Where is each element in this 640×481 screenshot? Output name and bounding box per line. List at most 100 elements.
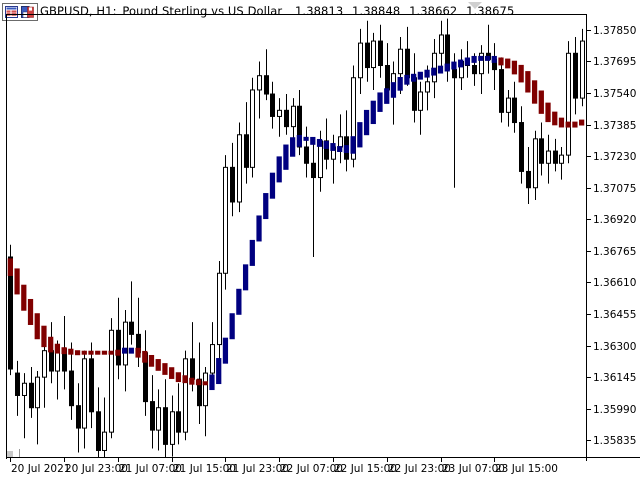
candlestick	[291, 98, 296, 143]
candle-body	[109, 329, 114, 433]
indicator-block	[350, 136, 356, 154]
time-tick-dash	[494, 458, 495, 462]
candle-body	[553, 150, 558, 164]
candle-body	[512, 97, 517, 124]
indicator-block	[7, 258, 13, 276]
price-axis-tick: 1.36300	[587, 341, 640, 353]
candle-body	[499, 69, 504, 113]
candle-body	[230, 166, 235, 203]
candle-body	[304, 146, 309, 164]
price-tick-label: 1.36610	[593, 277, 637, 290]
candlestick	[176, 383, 181, 445]
indicator-block	[511, 60, 518, 75]
time-tick-dash	[172, 458, 173, 462]
candlestick	[257, 61, 262, 119]
indicator-block	[491, 55, 497, 63]
candlestick	[116, 297, 121, 380]
indicator-block	[357, 122, 363, 148]
time-tick-label: 20 Jul 2021	[11, 463, 71, 475]
candlestick	[412, 53, 417, 123]
candlestick	[49, 322, 54, 384]
candlestick	[109, 318, 114, 439]
price-tick-label: 1.37075	[593, 182, 637, 195]
candlestick	[223, 155, 228, 290]
time-axis-end-tick	[586, 457, 587, 461]
candlestick	[566, 41, 571, 164]
candle-body	[358, 42, 363, 79]
candle-body	[237, 134, 242, 203]
candle-body	[89, 358, 94, 413]
candlestick	[526, 146, 531, 205]
candle-body	[49, 350, 54, 372]
candlestick	[89, 342, 94, 429]
candle-body	[385, 65, 390, 91]
price-axis-tick: 1.37075	[587, 183, 640, 195]
time-axis[interactable]: 20 Jul 2021 20 Jul 23:00 21 Jul 07:00 21 Ju…	[6, 457, 640, 481]
price-tick-dash	[587, 345, 591, 347]
candlestick	[492, 43, 497, 90]
candlestick	[573, 36, 578, 115]
candlestick	[371, 32, 376, 90]
indicator-block	[189, 377, 195, 385]
candlestick	[304, 126, 309, 178]
indicator-block	[538, 90, 544, 114]
candlestick	[270, 81, 275, 129]
indicator-block	[74, 350, 81, 356]
candlestick	[76, 383, 81, 453]
price-tick-label: 1.36300	[593, 340, 637, 353]
candle-body	[163, 407, 168, 445]
price-tick-label: 1.37850	[593, 24, 637, 37]
indicator-block	[283, 144, 289, 170]
candlestick	[250, 77, 255, 178]
indicator-block	[256, 215, 262, 242]
candle-body	[580, 40, 585, 99]
candlestick	[29, 366, 34, 418]
candlestick	[418, 81, 423, 135]
candlestick	[331, 134, 336, 184]
indicator-block	[424, 69, 430, 78]
candlestick	[42, 340, 47, 408]
indicator-block	[370, 100, 376, 125]
indicator-block	[128, 347, 134, 354]
price-axis-tick: 1.36765	[587, 246, 640, 258]
candle-body	[559, 154, 564, 164]
time-axis-cursor-mark	[19, 449, 20, 457]
candlestick	[15, 360, 20, 416]
price-tick-label: 1.36455	[593, 309, 637, 322]
data-window-icon[interactable]	[5, 6, 18, 18]
price-axis[interactable]: 1.37850 1.37695 1.37540 1.37385 1.37230 1.370…	[586, 14, 640, 458]
indicator-block	[27, 298, 34, 325]
indicator-block	[175, 372, 182, 383]
indicator-block	[337, 146, 343, 152]
indicator-block	[525, 71, 531, 93]
price-tick-label: 1.35990	[593, 403, 637, 416]
price-tick-dash	[587, 29, 591, 31]
candle-body	[270, 93, 275, 117]
indicator-block	[115, 349, 121, 356]
price-tick-dash	[587, 124, 591, 126]
indicator-block	[565, 121, 571, 128]
indicator-block	[101, 350, 108, 355]
candle-body	[546, 150, 551, 164]
indicator-block	[108, 350, 114, 355]
candle-body	[405, 48, 410, 79]
candle-body	[264, 75, 269, 95]
chart-plot-area[interactable]	[7, 15, 585, 457]
indicator-block	[397, 77, 403, 91]
candle-body	[35, 376, 40, 409]
candlestick	[217, 261, 222, 361]
price-tick-dash	[587, 440, 591, 442]
indicator-block	[81, 350, 87, 355]
indicator-block	[384, 88, 390, 104]
candlestick	[22, 373, 27, 439]
indicator-block	[464, 57, 471, 66]
candle-body	[365, 42, 370, 69]
candlestick	[479, 45, 484, 95]
indicator-block	[330, 143, 336, 151]
candle-body	[15, 372, 20, 396]
candlestick	[506, 89, 511, 127]
candle-body	[506, 97, 511, 113]
indicator-block	[471, 55, 477, 63]
price-axis-tick: 1.35990	[587, 404, 640, 416]
price-axis-tick: 1.37850	[587, 25, 640, 37]
